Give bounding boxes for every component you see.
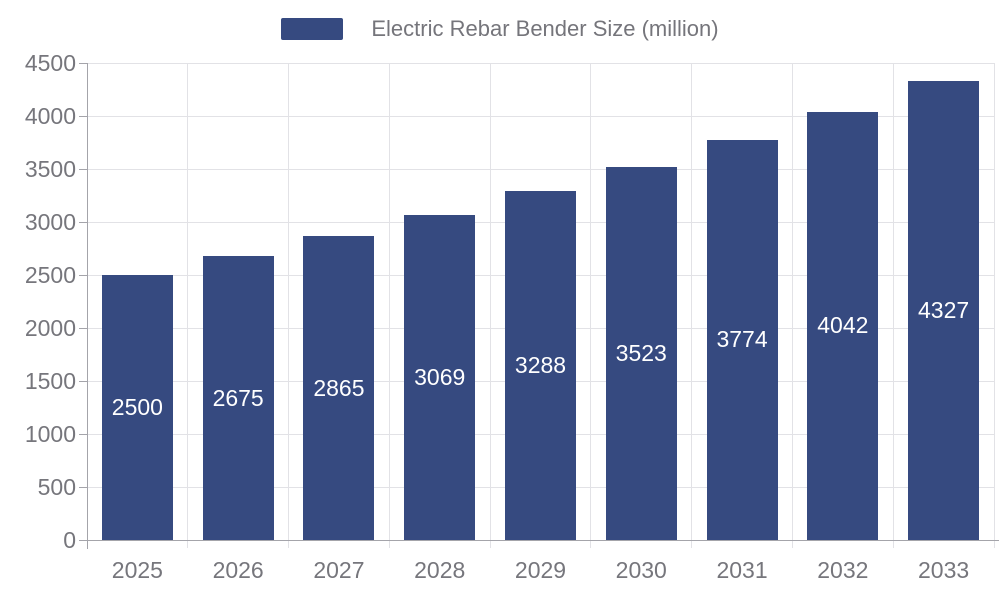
y-axis-tick: [79, 168, 87, 170]
h-gridline: [87, 168, 994, 170]
y-axis-label: 4500: [24, 50, 76, 76]
bar-value-label: 2500: [111, 394, 163, 420]
v-gridline: [892, 63, 894, 540]
legend-swatch-icon: [281, 18, 344, 40]
v-gridline: [590, 63, 592, 540]
y-axis-label: 3000: [24, 209, 76, 235]
bar[interactable]: 2500: [101, 275, 173, 540]
v-gridline: [489, 63, 491, 540]
y-axis-tick: [79, 380, 87, 382]
y-axis-label: 500: [37, 474, 76, 500]
y-axis-tick: [79, 274, 87, 276]
bar[interactable]: 3774: [706, 139, 778, 540]
x-axis-label: 2025: [111, 557, 163, 583]
bar[interactable]: 3523: [605, 166, 677, 540]
plot-area: 2500 2675 2865 3069 3288 3523 3774 4042 4327: [87, 62, 995, 540]
bar-value-label: 3523: [615, 339, 667, 366]
y-axis-tick: [79, 539, 87, 541]
y-axis-tick: [79, 62, 87, 64]
bar-value-label: 2865: [313, 374, 365, 401]
x-axis-line: [87, 539, 999, 541]
x-axis-tick: [791, 540, 793, 548]
x-axis-label: 2027: [313, 557, 365, 583]
y-axis-label: 1500: [24, 368, 76, 394]
bar-value-label: 3069: [414, 363, 466, 390]
y-axis-line: [86, 63, 88, 549]
y-axis-label: 0: [63, 527, 76, 553]
x-axis-tick: [388, 540, 390, 548]
y-axis-label: 1000: [24, 421, 76, 447]
x-axis-label: 2030: [615, 557, 667, 583]
y-axis-tick: [79, 486, 87, 488]
bar-value-label: 3288: [514, 352, 567, 379]
legend-label: Electric Rebar Bender Size (million): [371, 16, 719, 41]
y-axis-label: 3500: [24, 156, 76, 182]
bar[interactable]: 2675: [202, 256, 274, 540]
bar[interactable]: 4327: [908, 81, 980, 540]
y-axis-tick: [79, 221, 87, 223]
bar-value-label: 4042: [817, 312, 869, 339]
bar[interactable]: 2865: [303, 236, 375, 540]
bar[interactable]: 3288: [505, 191, 576, 540]
x-axis-tick: [892, 540, 894, 548]
x-axis-tick: [993, 540, 995, 548]
bar-value-label: 4327: [918, 297, 970, 324]
x-axis-tick: [187, 540, 189, 548]
v-gridline: [791, 63, 793, 540]
y-axis-label: 2500: [24, 262, 76, 288]
y-axis-label: 2000: [24, 315, 76, 341]
y-axis-tick: [79, 327, 87, 329]
y-axis-tick: [79, 433, 87, 435]
x-axis-tick: [691, 540, 693, 548]
y-axis-label: 4000: [24, 103, 76, 129]
x-axis-tick: [590, 540, 592, 548]
x-axis-label: 2032: [817, 557, 869, 583]
x-axis-label: 2029: [514, 557, 567, 583]
bar[interactable]: 3069: [404, 214, 476, 540]
h-gridline: [87, 115, 994, 117]
x-axis-label: 2026: [212, 557, 264, 583]
v-gridline: [187, 63, 189, 540]
x-axis-label: 2033: [918, 557, 970, 583]
bar-value-label: 2675: [212, 384, 264, 411]
legend[interactable]: Electric Rebar Bender Size (million): [0, 16, 1000, 42]
x-axis-tick: [288, 540, 290, 548]
x-axis-label: 2031: [716, 557, 768, 583]
v-gridline: [691, 63, 693, 540]
v-gridline: [388, 63, 390, 540]
y-axis-tick: [79, 115, 87, 117]
x-axis-tick: [489, 540, 491, 548]
bar[interactable]: 4042: [807, 111, 879, 540]
h-gridline: [87, 62, 994, 64]
v-gridline: [993, 63, 995, 540]
bar-value-label: 3774: [716, 326, 768, 353]
v-gridline: [288, 63, 290, 540]
x-axis-label: 2028: [414, 557, 466, 583]
